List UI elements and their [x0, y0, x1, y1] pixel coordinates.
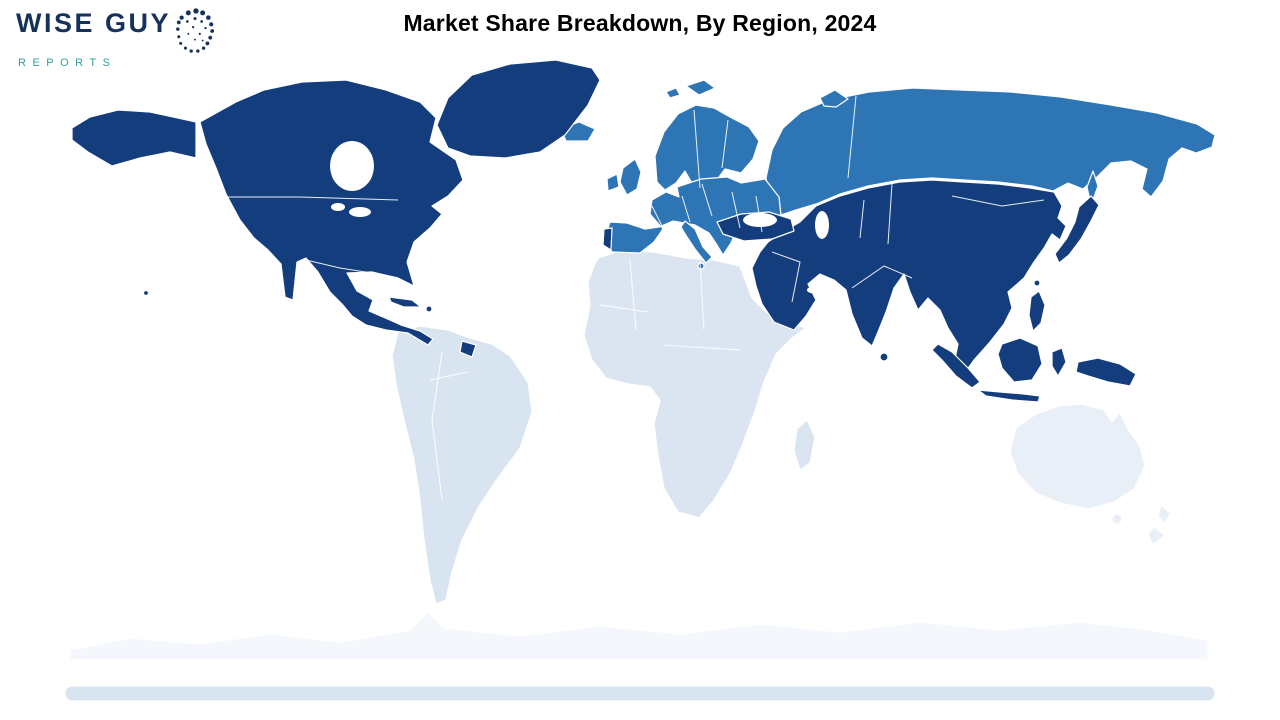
region-cuba [388, 296, 422, 308]
region-sulawesi [1051, 347, 1067, 377]
border-line [699, 261, 705, 331]
region-hawaii [142, 289, 150, 297]
border-line [693, 109, 701, 189]
chart-title: Market Share Breakdown, By Region, 2024 [403, 10, 877, 36]
region-antarctica [69, 611, 1209, 661]
region-svalbard-west [665, 87, 681, 99]
region-united-kingdom [619, 158, 642, 196]
region-north-america [199, 79, 464, 346]
border-line [731, 191, 741, 229]
border-line [859, 199, 865, 239]
border-line [887, 183, 893, 245]
region-alaska [71, 109, 197, 167]
border-line [431, 351, 443, 501]
region-sri-lanka [879, 352, 889, 362]
border-line [701, 183, 713, 217]
region-borneo [997, 337, 1043, 383]
region-portugal [602, 227, 613, 251]
region-ireland [606, 173, 620, 192]
region-greenland [436, 59, 601, 159]
border-line [663, 344, 741, 351]
region-sumatra [931, 343, 981, 389]
border-line [681, 195, 691, 223]
region-taiwan [1033, 279, 1041, 287]
region-philippines [1028, 290, 1046, 332]
region-russia [765, 87, 1216, 216]
region-sicily [697, 262, 705, 270]
region-new-zealand-south [1147, 526, 1166, 546]
region-french-guiana [459, 340, 477, 358]
region-italy [680, 220, 713, 264]
border-line [755, 195, 763, 233]
border-line [305, 259, 373, 274]
region-japan [1054, 195, 1100, 264]
region-tasmania [1111, 513, 1123, 525]
border-line [771, 251, 801, 303]
border-line [429, 371, 469, 381]
great-lakes [349, 207, 371, 217]
caspian-sea [815, 211, 829, 239]
region-map-bottom-edge [64, 685, 1216, 702]
region-new-guinea [1075, 357, 1137, 387]
border-line [629, 259, 637, 331]
region-south-america [391, 325, 533, 605]
region-svalbard [685, 79, 716, 96]
border-line [847, 95, 857, 179]
region-hispaniola [425, 305, 433, 313]
border-line [216, 196, 399, 201]
region-madagascar [793, 419, 816, 471]
region-europe-mainland [603, 176, 782, 256]
region-novaya-zemlya [819, 89, 849, 108]
region-new-zealand-north [1157, 504, 1171, 525]
region-scandinavia [654, 104, 760, 192]
logo-wordmark: WISE GUY [16, 8, 172, 38]
hudson-bay [330, 141, 374, 191]
border-line [651, 205, 663, 227]
wise-guy-reports-logo: WISE GUY REPORTS [16, 8, 216, 69]
country-borders [216, 95, 1045, 501]
border-line [851, 265, 913, 289]
border-line [721, 119, 729, 169]
logo-subtitle: REPORTS [18, 57, 117, 69]
region-java [977, 389, 1041, 403]
logo-head-dots-icon [176, 8, 215, 53]
border-line [599, 304, 649, 313]
great-lakes-west [331, 203, 345, 211]
persian-gulf [807, 286, 821, 294]
region-australia [1009, 403, 1146, 510]
border-line [951, 195, 1045, 207]
region-africa [583, 249, 807, 519]
